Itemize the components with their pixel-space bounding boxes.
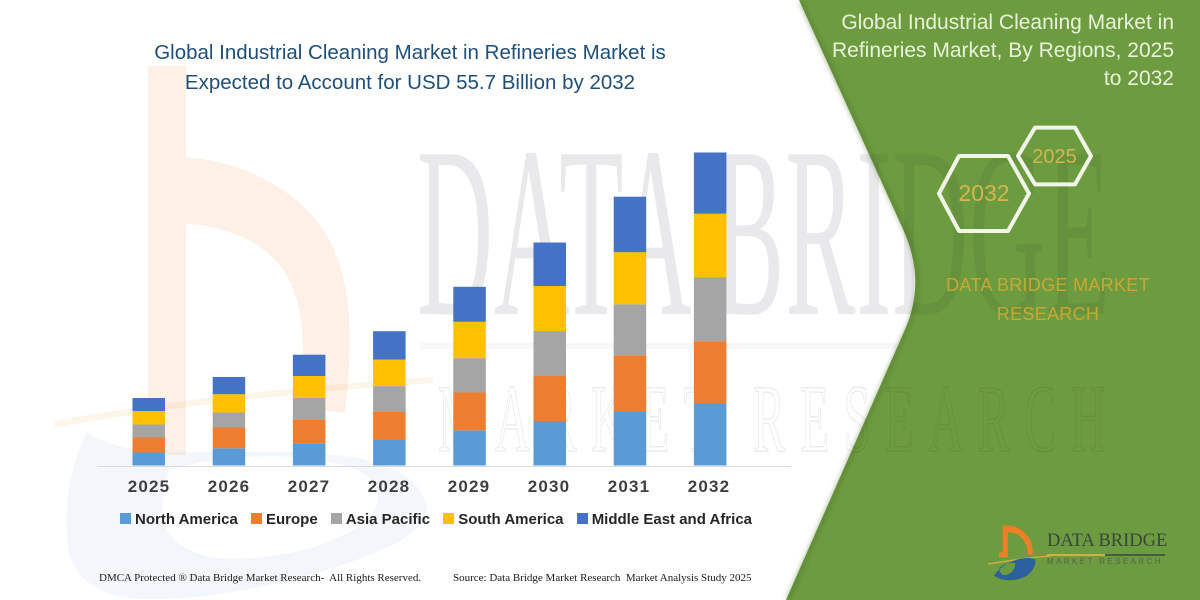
svg-text:2025: 2025 xyxy=(1032,146,1077,168)
svg-text:2032: 2032 xyxy=(958,180,1009,206)
